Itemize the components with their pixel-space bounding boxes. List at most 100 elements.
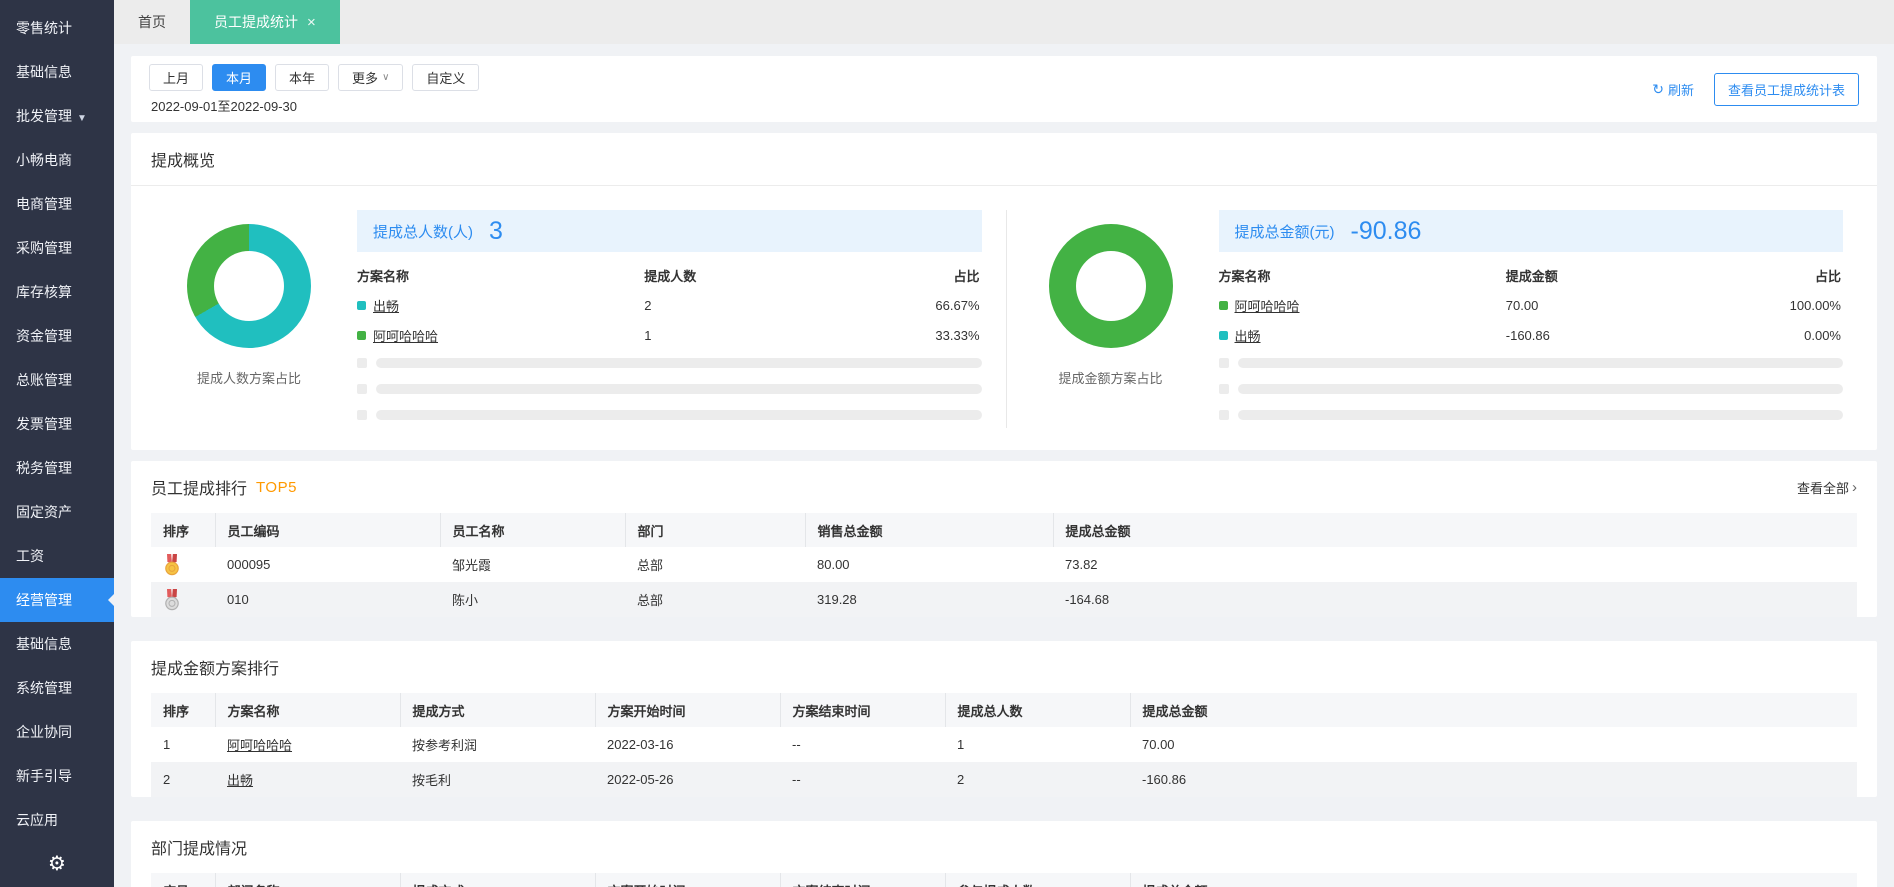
sidebar-item-label: 资金管理	[16, 328, 72, 344]
refresh-button[interactable]: ↻ 刷新	[1652, 81, 1694, 98]
sidebar-item-cloud-apps[interactable]: 云应用	[0, 798, 114, 842]
sidebar-item-invoice-mgmt[interactable]: 发票管理	[0, 402, 114, 446]
employee-ranking-head: 员工提成排行 TOP5 查看全部 ›	[131, 461, 1877, 513]
table-row[interactable]: 000095 邹光霞 总部 80.00 73.82	[151, 547, 1857, 582]
filter-left: 上月 本月 本年 更多 ∨ 自定义 2022-09-01至2022-09-30	[149, 64, 480, 115]
empty-row-skeleton	[1218, 350, 1843, 376]
filter-last-month-button[interactable]: 上月	[149, 64, 204, 91]
sidebar-item-basic-info[interactable]: 基础信息	[0, 50, 114, 94]
filter-this-month-button[interactable]: 本月	[212, 64, 267, 91]
sidebar-item-label: 工资	[16, 548, 44, 564]
table-row[interactable]: 2 出畅 按毛利 2022-05-26 -- 2 -160.86	[151, 762, 1857, 797]
sidebar-item-purchase-mgmt[interactable]: 采购管理	[0, 226, 114, 270]
col-header-rank: 排序	[151, 693, 216, 727]
amount-donut-col: 提成金额方案占比	[1031, 210, 1191, 428]
cell-start-date: 2022-03-16	[607, 737, 674, 752]
plan-ranking-title: 提成金额方案排行	[151, 661, 280, 678]
cell-end-date: --	[792, 772, 801, 787]
sidebar-item-xiaochang-ecommerce[interactable]: 小畅电商	[0, 138, 114, 182]
cell-total-amount: -160.86	[1142, 772, 1187, 787]
filter-more-button[interactable]: 更多 ∨	[338, 64, 404, 91]
sidebar-item-label: 采购管理	[16, 240, 72, 256]
sidebar-item-business-mgmt[interactable]: 经营管理	[0, 578, 114, 622]
cell-total-people: 2	[957, 772, 965, 787]
people-overview-panel: 提成人数方案占比 提成总人数(人) 3 方案名称 提成人数	[145, 210, 1006, 428]
view-commission-report-button[interactable]: 查看员工提成统计表	[1713, 73, 1859, 106]
legend-dot-teal	[357, 300, 366, 310]
view-all-link[interactable]: 查看全部 ›	[1796, 478, 1857, 496]
department-commission-head: 部门提成情况	[131, 821, 1877, 873]
sidebar-item-wholesale-mgmt[interactable]: 批发管理 ▼	[0, 94, 114, 138]
settings-gear-icon[interactable]: ⚙	[48, 853, 66, 875]
sidebar-item-tax-mgmt[interactable]: 税务管理	[0, 446, 114, 490]
sidebar: 零售统计 基础信息 批发管理 ▼ 小畅电商 电商管理 采购管理 库存核算 资金管理…	[0, 0, 114, 887]
amount-plan-table: 方案名称 提成金额 占比 阿呵哈哈哈 70.00 100.00%	[1218, 260, 1843, 428]
sidebar-item-label: 批发管理	[16, 108, 72, 124]
people-stats-col: 提成总人数(人) 3 方案名称 提成人数 占比 出畅	[357, 210, 982, 428]
department-commission-table: 序号 部门名称 提成方式 方案开始时间 方案结束时间 参与提成人数 提成总金额	[151, 873, 1857, 887]
sidebar-item-system-mgmt[interactable]: 系统管理	[0, 666, 114, 710]
tab-employee-commission-stats[interactable]: 员工提成统计 ×	[190, 0, 340, 44]
sidebar-item-payroll[interactable]: 工资	[0, 534, 114, 578]
cell-method: 按毛利	[412, 773, 452, 788]
sidebar-item-retail-stats[interactable]: 零售统计	[0, 6, 114, 50]
plan-link[interactable]: 阿呵哈哈哈	[373, 328, 439, 344]
date-range-text: 2022-09-01至2022-09-30	[151, 99, 297, 114]
commission-overview-card: 提成概览 提成人数方案占比 提成总人数(人) 3	[131, 133, 1877, 450]
sidebar-item-fixed-assets[interactable]: 固定资产	[0, 490, 114, 534]
col-header-commission-method: 提成方式	[400, 693, 596, 727]
plan-link[interactable]: 出畅	[227, 773, 254, 788]
sidebar-item-label: 电商管理	[16, 196, 72, 212]
overview-body: 提成人数方案占比 提成总人数(人) 3 方案名称 提成人数	[131, 186, 1877, 450]
table-row[interactable]: 1 阿呵哈哈哈 按参考利润 2022-03-16 -- 1 70.00	[151, 727, 1857, 762]
col-header-index: 序号	[151, 873, 216, 887]
plan-link[interactable]: 出畅	[373, 298, 400, 314]
sidebar-item-beginner-guide[interactable]: 新手引导	[0, 754, 114, 798]
sidebar-item-ecommerce-mgmt[interactable]: 电商管理	[0, 182, 114, 226]
sidebar-item-label: 基础信息	[16, 64, 72, 80]
amount-stats-col: 提成总金额(元) -90.86 方案名称 提成金额 占比 阿呵	[1218, 210, 1843, 428]
vertical-divider	[1005, 210, 1007, 428]
cell-rank-medal	[151, 582, 215, 617]
col-header-start-date: 方案开始时间	[595, 693, 781, 727]
cell-start-date: 2022-05-26	[607, 772, 674, 787]
main-area: 首页 员工提成统计 × 上月 本月 本年 更多 ∨ 自定义 2022-09-01至…	[114, 0, 1894, 887]
cell-rank: 1	[163, 737, 171, 752]
table-header-row: 排序 方案名称 提成方式 方案开始时间 方案结束时间 提成总人数 提成总金额	[151, 693, 1857, 727]
sidebar-item-enterprise-collab[interactable]: 企业协同	[0, 710, 114, 754]
cell-method: 按参考利润	[412, 738, 478, 753]
people-donut-col: 提成人数方案占比	[169, 210, 329, 428]
amount-total-label: 提成总金额(元)	[1234, 223, 1335, 241]
sidebar-item-label: 小畅电商	[16, 152, 72, 168]
list-item: 出畅 2 66.67%	[357, 290, 982, 320]
cell-employee-name: 陈小	[452, 593, 479, 608]
sidebar-item-inventory-accounting[interactable]: 库存核算	[0, 270, 114, 314]
sidebar-item-general-ledger[interactable]: 总账管理	[0, 358, 114, 402]
people-total-banner: 提成总人数(人) 3	[357, 210, 982, 252]
tab-home[interactable]: 首页	[114, 0, 190, 44]
people-total-label: 提成总人数(人)	[373, 223, 473, 241]
sidebar-item-label: 总账管理	[16, 372, 72, 388]
sidebar-item-label: 系统管理	[16, 680, 72, 696]
filter-custom-button[interactable]: 自定义	[412, 64, 480, 91]
plan-ranking-head: 提成金额方案排行	[131, 641, 1877, 693]
plan-link[interactable]: 出畅	[1234, 328, 1261, 344]
table-row[interactable]: 010 陈小 总部 319.28 -164.68	[151, 582, 1857, 617]
empty-row-skeleton	[1218, 402, 1843, 428]
people-plan-table: 方案名称 提成人数 占比 出畅 2 66.67%	[357, 260, 982, 428]
col-header-commission-method: 提成方式	[400, 873, 596, 887]
sidebar-item-label: 经营管理	[16, 592, 72, 608]
sidebar-item-basic-info-2[interactable]: 基础信息	[0, 622, 114, 666]
col-header-plan-name: 方案名称	[215, 693, 401, 727]
date-filter-group: 上月 本月 本年 更多 ∨ 自定义	[149, 64, 480, 91]
cell-department: 总部	[637, 558, 664, 573]
plan-link[interactable]: 阿呵哈哈哈	[1234, 298, 1300, 314]
plan-link[interactable]: 阿呵哈哈哈	[227, 738, 293, 753]
employee-ranking-table: 排序 员工编码 员工名称 部门 销售总金额 提成总金额	[151, 513, 1857, 617]
cell-employee-code: 000095	[227, 557, 271, 572]
close-icon[interactable]: ×	[307, 13, 316, 31]
col-header-department-name: 部门名称	[215, 873, 401, 887]
filter-this-year-button[interactable]: 本年	[275, 64, 330, 91]
empty-row-skeleton	[1218, 376, 1843, 402]
sidebar-item-funds-mgmt[interactable]: 资金管理	[0, 314, 114, 358]
